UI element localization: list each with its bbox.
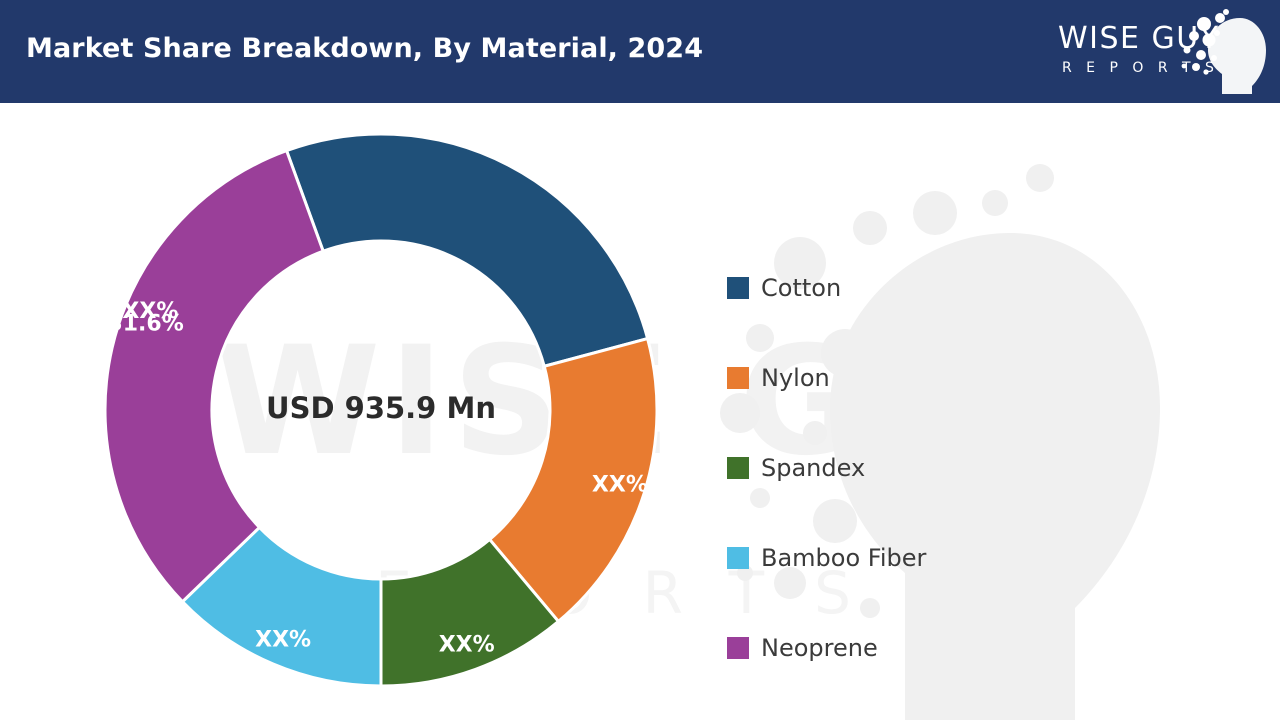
chart-body: WISE GUY REPORTS XX% XX% XX% XX% 31.6% USD 9… <box>0 103 1280 720</box>
legend-swatch-spandex <box>727 457 749 479</box>
legend-item-bamboo-fiber[interactable]: Bamboo Fiber <box>727 513 1127 603</box>
logo-line2: R E P O R T S <box>1062 60 1219 76</box>
legend-label-cotton: Cotton <box>761 274 842 302</box>
legend-swatch-bamboo-fiber <box>727 547 749 569</box>
logo-line1: WISE GUY <box>1058 21 1220 56</box>
slice-value-label-spandex: XX% <box>439 632 495 657</box>
legend-swatch-nylon <box>727 367 749 389</box>
donut-slice-neoprene[interactable] <box>103 148 326 604</box>
donut-slice-nylon[interactable] <box>487 336 659 624</box>
slice-value-label-bamboo-fiber: XX% <box>255 628 311 653</box>
legend-swatch-neoprene <box>727 637 749 659</box>
slice-value-label-neoprene: 31.6% <box>107 311 183 336</box>
legend-label-bamboo-fiber: Bamboo Fiber <box>761 544 927 572</box>
legend-label-spandex: Spandex <box>761 454 866 482</box>
donut-slices <box>103 132 659 688</box>
donut-slice-cotton[interactable] <box>284 132 650 369</box>
legend-label-neoprene: Neoprene <box>761 634 878 662</box>
legend-item-neoprene[interactable]: Neoprene <box>727 603 1127 693</box>
legend-item-spandex[interactable]: Spandex <box>727 423 1127 513</box>
legend-item-cotton[interactable]: Cotton <box>727 243 1127 333</box>
slice-value-label-nylon: XX% <box>592 472 648 497</box>
page-title: Market Share Breakdown, By Material, 202… <box>26 33 704 64</box>
legend-item-nylon[interactable]: Nylon <box>727 333 1127 423</box>
donut-chart: XX% XX% XX% XX% 31.6% USD 935.9 Mn <box>0 103 720 720</box>
chart-legend: Cotton Nylon Spandex Bamboo Fiber Neoprene <box>727 243 1127 693</box>
donut-slice-labels: XX%XX%XX%XX%31.6% <box>107 299 647 657</box>
legend-label-nylon: Nylon <box>761 364 830 392</box>
donut-center-label: USD 935.9 Mn <box>266 391 496 425</box>
wise-guy-reports-logo: WISE GUY R E P O R T S <box>1054 8 1274 96</box>
logo-head-icon <box>1181 9 1266 94</box>
legend-swatch-cotton <box>727 277 749 299</box>
header-bar: Market Share Breakdown, By Material, 202… <box>0 0 1280 103</box>
slice-value-label-cotton: XX% <box>122 299 178 324</box>
